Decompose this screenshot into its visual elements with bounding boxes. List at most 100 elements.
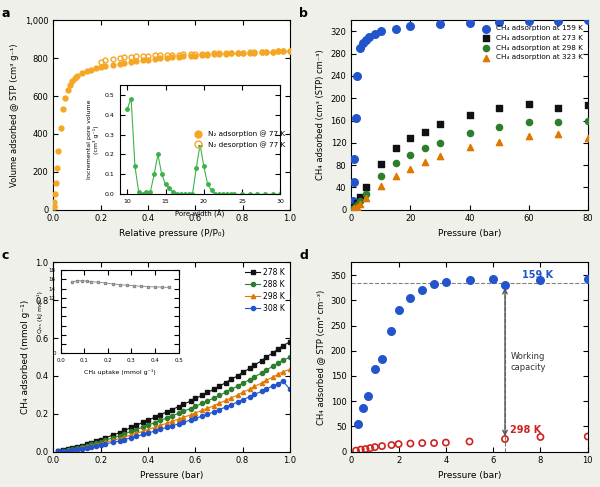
- 298 K: [263, 377, 270, 383]
- CH₄ adsorption at 298 K: [406, 151, 415, 159]
- CH₄ adsorption at 298 K: [553, 118, 563, 126]
- 308 K: [59, 448, 67, 454]
- 298 K: [203, 405, 211, 411]
- 288 K: [152, 420, 159, 426]
- 308 K: [121, 437, 128, 443]
- CH₄ adsorption at 273 K: [524, 100, 533, 108]
- Point: [356, 446, 365, 453]
- 288 K: [140, 424, 147, 430]
- 278 K: [234, 373, 241, 379]
- 308 K: [263, 386, 270, 392]
- CH₄ adsorption at 323 K: [435, 151, 445, 159]
- Point: [418, 286, 427, 294]
- 308 K: [128, 435, 135, 441]
- CH₄ adsorption at 298 K: [391, 159, 400, 167]
- 308 K: [116, 438, 123, 444]
- 288 K: [78, 444, 85, 450]
- 298 K: [227, 395, 235, 401]
- 288 K: [215, 393, 223, 398]
- 278 K: [203, 390, 211, 395]
- CH₄ adsorption at 159 K: [361, 36, 371, 44]
- 278 K: [279, 343, 286, 349]
- 288 K: [116, 433, 123, 439]
- 298 K: [270, 374, 277, 380]
- 278 K: [152, 414, 159, 420]
- 308 K: [92, 443, 100, 449]
- Point: [406, 440, 415, 448]
- 308 K: [83, 445, 90, 451]
- Point: [351, 447, 361, 454]
- 278 K: [88, 440, 95, 446]
- 288 K: [279, 357, 286, 363]
- Point: [441, 439, 451, 447]
- 308 K: [246, 394, 253, 400]
- 288 K: [83, 443, 90, 449]
- 288 K: [239, 380, 246, 386]
- CH₄ adsorption at 298 K: [524, 118, 533, 126]
- 308 K: [211, 409, 218, 415]
- 278 K: [156, 412, 163, 418]
- CH₄ adsorption at 159 K: [347, 203, 357, 211]
- CH₄ adsorption at 323 K: [553, 131, 563, 138]
- 308 K: [64, 448, 71, 453]
- 288 K: [180, 408, 187, 414]
- 308 K: [199, 413, 206, 419]
- 288 K: [286, 355, 293, 360]
- 308 K: [152, 428, 159, 434]
- Point: [441, 278, 451, 285]
- 298 K: [175, 416, 182, 422]
- 288 K: [133, 427, 140, 432]
- 278 K: [211, 386, 218, 392]
- Legend: N₂ adsorption @ 77 K, N₂ desorption @ 77 K: N₂ adsorption @ 77 K, N₂ desorption @ 77…: [190, 129, 286, 149]
- CH₄ adsorption at 323 K: [421, 158, 430, 166]
- CH₄ adsorption at 298 K: [421, 145, 430, 152]
- CH₄ adsorption at 323 K: [348, 205, 358, 213]
- CH₄ adsorption at 323 K: [406, 166, 415, 173]
- 298 K: [239, 389, 246, 395]
- 278 K: [140, 419, 147, 425]
- Point: [377, 442, 387, 450]
- CH₄ adsorption at 298 K: [352, 201, 362, 209]
- CH₄ adsorption at 159 K: [358, 38, 368, 46]
- 288 K: [102, 437, 109, 443]
- 288 K: [246, 377, 253, 383]
- CH₄ adsorption at 298 K: [583, 116, 593, 124]
- 308 K: [258, 389, 265, 394]
- CH₄ adsorption at 273 K: [421, 128, 430, 135]
- Legend: 278 K, 288 K, 298 K, 308 K: 278 K, 288 K, 298 K, 308 K: [244, 266, 286, 315]
- X-axis label: Pressure (bar): Pressure (bar): [438, 471, 501, 480]
- 278 K: [92, 438, 100, 444]
- CH₄ adsorption at 323 K: [391, 172, 400, 180]
- 278 K: [180, 401, 187, 407]
- Line: 298 K: 298 K: [56, 367, 292, 453]
- 308 K: [97, 442, 104, 448]
- 278 K: [215, 383, 223, 389]
- 288 K: [192, 403, 199, 409]
- 278 K: [97, 437, 104, 443]
- 298 K: [69, 447, 76, 452]
- 288 K: [145, 422, 152, 428]
- 278 K: [270, 350, 277, 356]
- 298 K: [258, 380, 265, 386]
- 278 K: [83, 442, 90, 448]
- 298 K: [279, 369, 286, 375]
- 298 K: [102, 439, 109, 445]
- 308 K: [270, 383, 277, 389]
- CH₄ adsorption at 159 K: [583, 17, 593, 24]
- 298 K: [133, 431, 140, 436]
- 278 K: [251, 362, 258, 368]
- 298 K: [211, 403, 218, 409]
- CH₄ adsorption at 298 K: [435, 139, 445, 147]
- CH₄ adsorption at 159 K: [351, 114, 361, 122]
- 278 K: [223, 380, 230, 386]
- 298 K: [59, 448, 67, 454]
- 288 K: [121, 431, 128, 437]
- Point: [429, 280, 439, 288]
- CH₄ adsorption at 323 K: [352, 203, 362, 211]
- CH₄ adsorption at 273 K: [376, 160, 386, 168]
- 288 K: [109, 435, 116, 441]
- 288 K: [92, 440, 100, 446]
- 278 K: [78, 443, 85, 449]
- Point: [536, 276, 545, 284]
- 288 K: [64, 447, 71, 453]
